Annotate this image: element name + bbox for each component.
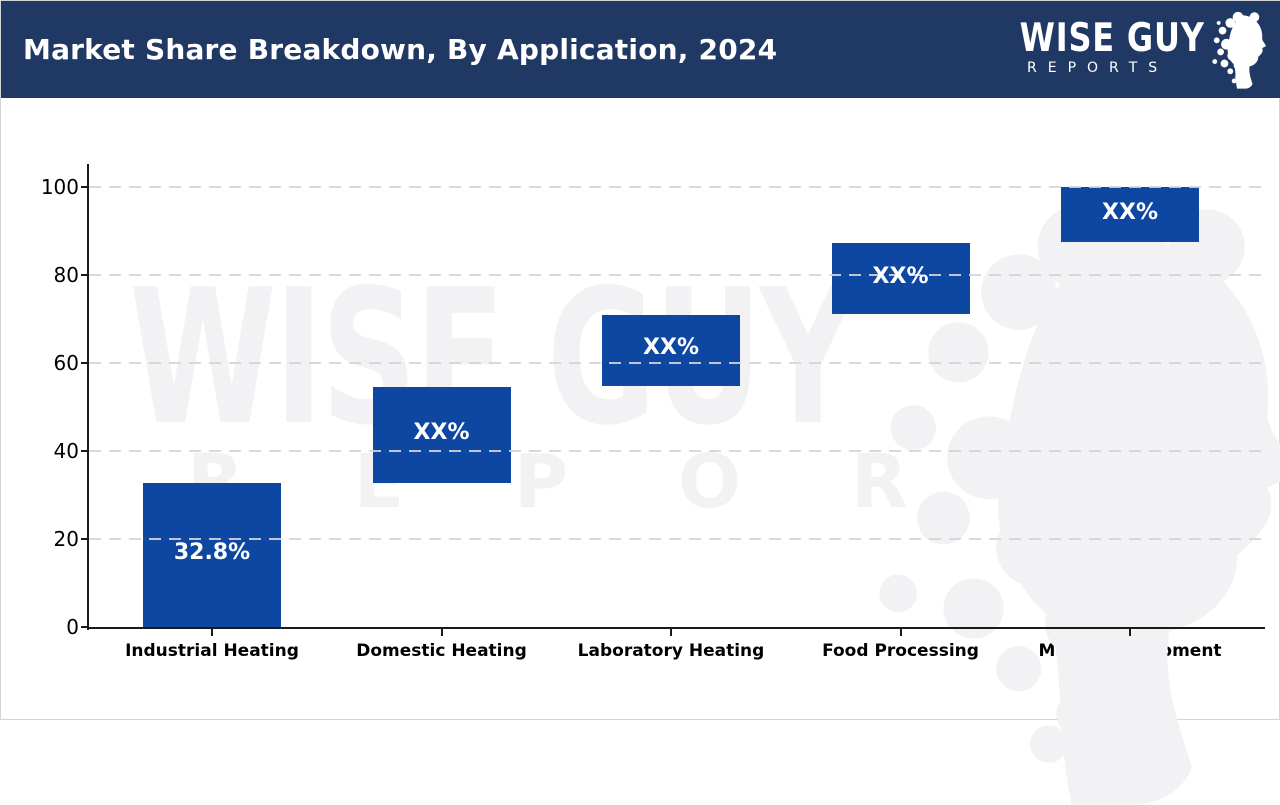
- logo-head-icon: [1212, 11, 1267, 89]
- x-tick-mark: [670, 629, 672, 636]
- bar-value-label: XX%: [413, 419, 470, 445]
- bar-segment: [143, 482, 281, 627]
- y-tick-label-60: 60: [53, 351, 79, 375]
- chart-area: 0 20 40 60 80 100 32.8% Industrial Heating XX% Do…: [1, 98, 1280, 721]
- x-category-label: Industrial Heating: [125, 641, 299, 661]
- y-tick-mark-0: [81, 626, 88, 628]
- x-category-label: Food Processing: [822, 641, 979, 661]
- y-tick-label-100: 100: [40, 175, 79, 199]
- gridline-100: [89, 186, 1263, 188]
- gridline-40: [89, 450, 1263, 452]
- y-tick-mark-100: [81, 186, 88, 188]
- logo-text: WISE GUY REPORTS: [979, 16, 1205, 77]
- gridline-80: [89, 274, 1263, 276]
- bar-value-label: XX%: [872, 263, 929, 289]
- header-bar: Market Share Breakdown, By Application, …: [1, 1, 1280, 98]
- bar-value-label: XX%: [1102, 199, 1158, 225]
- wise-guy-reports-logo: WISE GUY REPORTS: [1020, 7, 1267, 93]
- bar-segment: [602, 314, 740, 386]
- logo-reports-label: REPORTS: [1027, 60, 1169, 76]
- y-tick-mark-20: [81, 538, 88, 540]
- x-tick-mark: [1129, 629, 1131, 636]
- bar-value-label: 32.8%: [173, 539, 251, 565]
- y-tick-label-20: 20: [53, 527, 79, 551]
- y-tick-label-80: 80: [53, 263, 79, 287]
- gridline-60: [89, 362, 1263, 364]
- y-tick-label-0: 0: [66, 615, 79, 639]
- y-tick-label-40: 40: [53, 439, 79, 463]
- x-category-label: Medical Equipment: [1038, 641, 1222, 661]
- x-category-label: Domestic Heating: [356, 641, 527, 661]
- x-tick-mark: [440, 629, 443, 636]
- x-category-label: Laboratory Heating: [577, 641, 765, 661]
- page-title: Market Share Breakdown, By Application, …: [23, 33, 778, 66]
- x-tick-mark: [899, 629, 902, 636]
- bar-value-label: XX%: [643, 335, 699, 361]
- y-tick-mark-40: [81, 450, 88, 452]
- gridline-20: [89, 538, 1263, 540]
- x-axis-line: [87, 627, 1265, 629]
- logo-wiseguy-label: WISE GUY: [1019, 16, 1205, 61]
- y-tick-mark-80: [81, 274, 88, 276]
- bar-segment: [372, 387, 511, 483]
- y-tick-mark-60: [81, 362, 88, 364]
- x-tick-mark: [211, 629, 213, 636]
- y-axis-line: [87, 164, 89, 630]
